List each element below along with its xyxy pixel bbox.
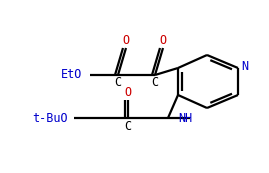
Text: N: N bbox=[241, 61, 248, 74]
Text: C: C bbox=[151, 76, 158, 89]
Text: O: O bbox=[122, 34, 130, 47]
Text: C: C bbox=[114, 76, 122, 89]
Text: O: O bbox=[160, 34, 167, 47]
Text: NH: NH bbox=[178, 112, 192, 125]
Text: C: C bbox=[125, 120, 132, 133]
Text: t-BuO: t-BuO bbox=[32, 112, 68, 125]
Text: EtO: EtO bbox=[61, 69, 83, 81]
Text: O: O bbox=[125, 85, 132, 98]
